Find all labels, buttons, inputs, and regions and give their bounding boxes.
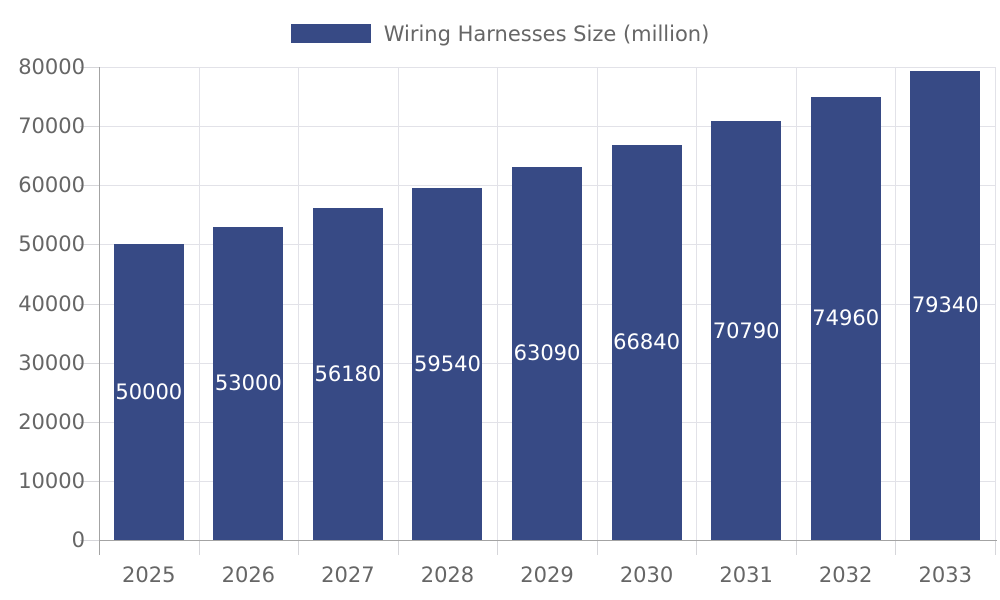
bar bbox=[412, 187, 483, 540]
x-gridline bbox=[497, 67, 499, 540]
x-axis-tick-label: 2028 bbox=[420, 563, 475, 587]
bar bbox=[910, 70, 981, 540]
x-axis-tick bbox=[298, 540, 300, 555]
x-axis-tick-label: 2027 bbox=[321, 563, 375, 587]
bar bbox=[113, 244, 184, 540]
bar-value-label: 59540 bbox=[414, 351, 481, 376]
x-axis-tick-label: 2033 bbox=[918, 563, 972, 587]
x-axis-tick bbox=[795, 540, 797, 555]
x-gridline bbox=[298, 67, 300, 540]
x-gridline bbox=[795, 67, 797, 540]
x-axis-tick-label: 2026 bbox=[221, 563, 276, 587]
x-gridline bbox=[397, 67, 399, 540]
bar-value-label: 56180 bbox=[314, 361, 382, 386]
x-axis-tick bbox=[397, 540, 399, 555]
y-axis-tick-label: 60000 bbox=[18, 173, 85, 198]
x-axis-tick bbox=[198, 540, 200, 555]
bar bbox=[512, 166, 582, 540]
y-axis-tick bbox=[80, 362, 99, 364]
x-axis-tick-label: 2031 bbox=[719, 563, 773, 587]
x-axis-tick bbox=[995, 540, 996, 555]
x-gridline bbox=[895, 67, 897, 540]
x-axis-tick bbox=[497, 540, 499, 555]
x-axis-line bbox=[99, 540, 997, 541]
x-axis-tick bbox=[895, 540, 897, 555]
y-axis-tick-label: 50000 bbox=[18, 232, 85, 257]
bar-value-label: 50000 bbox=[115, 380, 183, 405]
bar bbox=[213, 226, 284, 540]
y-axis-tick-label: 80000 bbox=[18, 55, 85, 79]
y-axis-tick-label: 20000 bbox=[18, 409, 85, 434]
y-gridline bbox=[99, 126, 995, 128]
y-axis-tick bbox=[80, 540, 99, 541]
x-axis-tick-label: 2032 bbox=[818, 563, 873, 587]
y-gridline bbox=[99, 67, 995, 68]
bar bbox=[312, 207, 383, 540]
y-axis-tick-label: 30000 bbox=[18, 350, 85, 375]
bar-value-label: 66840 bbox=[613, 330, 680, 355]
y-axis-tick bbox=[80, 185, 99, 187]
bar bbox=[810, 96, 881, 540]
chart-legend[interactable]: Wiring Harnesses Size (million) bbox=[0, 18, 1000, 49]
bar-value-label: 79340 bbox=[911, 293, 979, 318]
x-axis-tick bbox=[596, 540, 598, 555]
x-gridline bbox=[995, 67, 996, 540]
y-axis-tick-label: 40000 bbox=[18, 291, 85, 316]
bar-value-label: 53000 bbox=[214, 371, 282, 396]
y-axis-tick bbox=[80, 244, 99, 246]
y-axis-tick bbox=[80, 421, 99, 423]
x-gridline bbox=[198, 67, 200, 540]
y-axis-tick bbox=[80, 303, 99, 305]
legend-swatch bbox=[290, 24, 371, 43]
x-axis-tick-label: 2029 bbox=[520, 563, 574, 587]
x-gridline bbox=[696, 67, 698, 540]
bar bbox=[711, 121, 782, 540]
bar bbox=[611, 144, 682, 540]
y-axis-tick-label: 70000 bbox=[18, 114, 85, 139]
x-axis-tick-label: 2030 bbox=[619, 563, 674, 587]
x-axis-tick bbox=[696, 540, 698, 555]
y-axis-tick-label: 10000 bbox=[18, 468, 85, 493]
y-axis-tick-label: 0 bbox=[71, 528, 85, 552]
legend-series-label: Wiring Harnesses Size (million) bbox=[383, 21, 710, 46]
bar-value-label: 63090 bbox=[513, 341, 581, 366]
bar-value-label: 70790 bbox=[712, 318, 780, 343]
x-axis-tick-label: 2025 bbox=[122, 563, 176, 587]
y-axis-tick bbox=[80, 126, 99, 128]
y-axis-tick bbox=[80, 480, 99, 482]
y-axis-line bbox=[99, 67, 100, 555]
y-axis-tick bbox=[80, 67, 99, 68]
bar-value-label: 74960 bbox=[812, 306, 880, 331]
x-gridline bbox=[596, 67, 598, 540]
